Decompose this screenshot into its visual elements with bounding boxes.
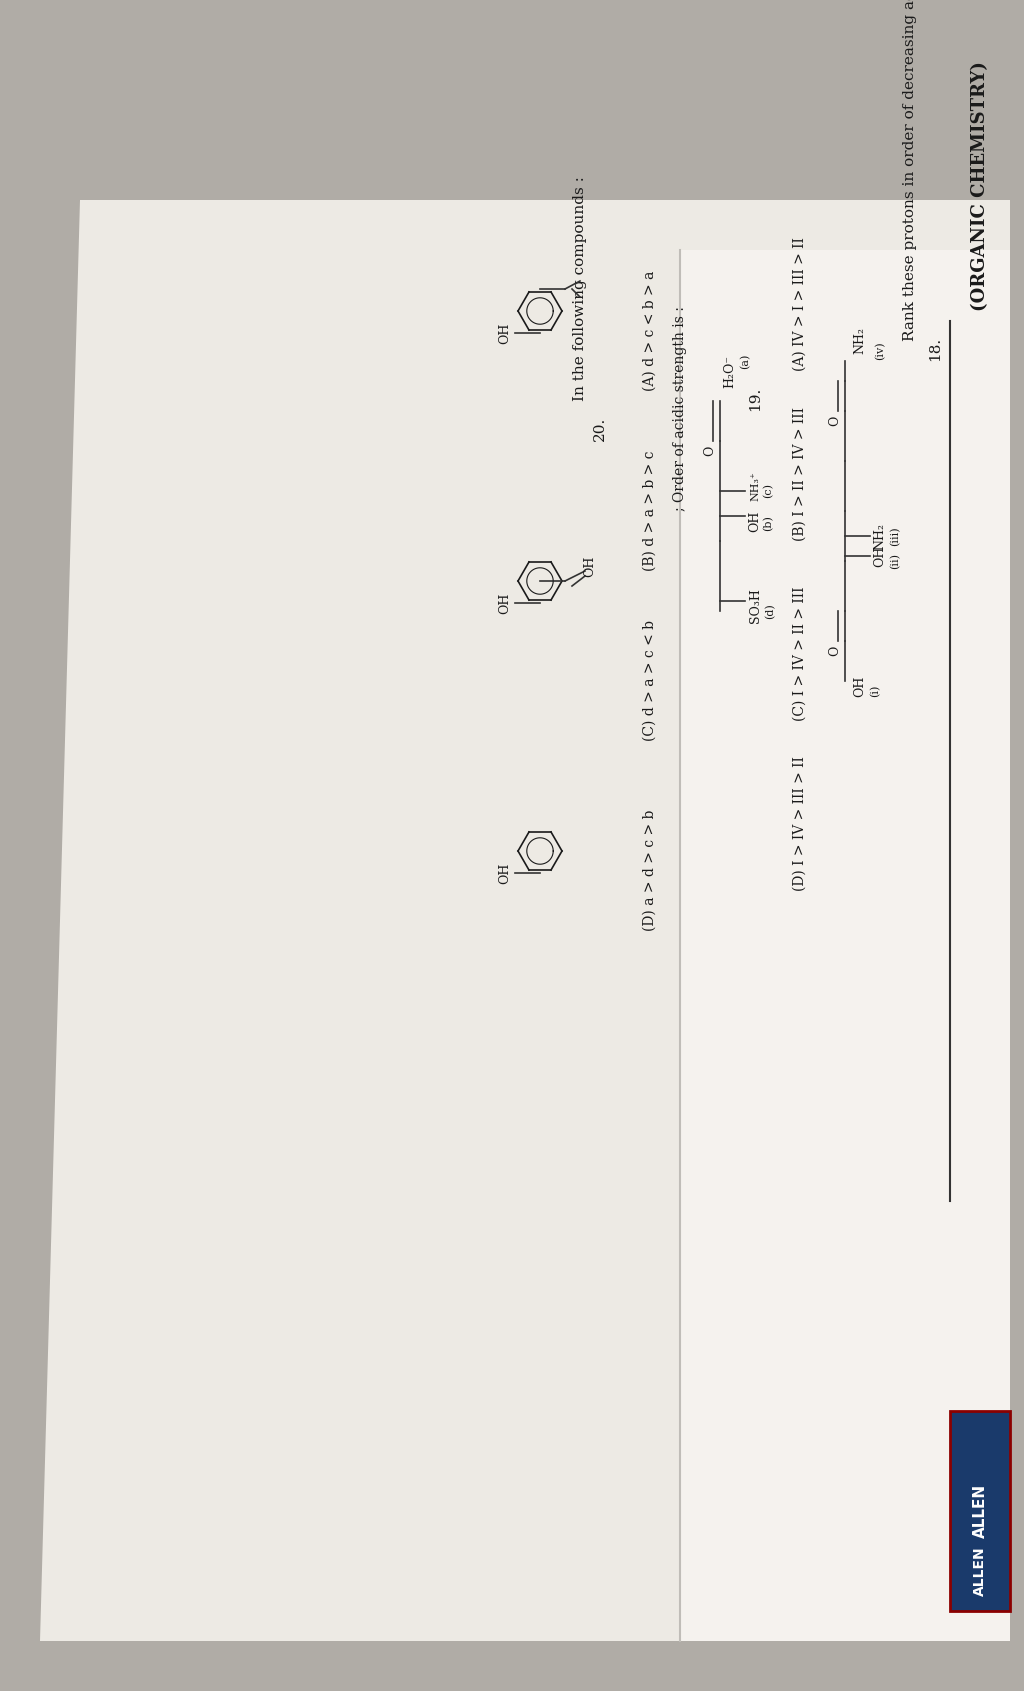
Text: 18.: 18.	[928, 337, 942, 360]
Text: Rank these protons in order of decreasing acidity :: Rank these protons in order of decreasin…	[903, 0, 918, 342]
Text: ALLEN: ALLEN	[973, 1485, 987, 1539]
Text: (ORGANIC CHEMISTRY): (ORGANIC CHEMISTRY)	[971, 61, 989, 311]
Text: (A) d > c < b > a: (A) d > c < b > a	[643, 271, 657, 391]
Text: OH: OH	[584, 555, 597, 577]
Polygon shape	[40, 200, 1010, 1640]
Text: OH: OH	[873, 545, 887, 566]
Text: (C) d > a > c < b: (C) d > a > c < b	[643, 621, 657, 741]
Text: (d): (d)	[765, 604, 775, 619]
Text: OH: OH	[499, 862, 512, 884]
Text: (b): (b)	[763, 516, 773, 531]
Text: (D) I > IV > III > II: (D) I > IV > III > II	[793, 756, 807, 891]
Polygon shape	[680, 250, 1010, 1640]
Text: NH₃⁺: NH₃⁺	[750, 472, 760, 501]
Text: (a): (a)	[740, 353, 751, 369]
Text: (ii): (ii)	[890, 553, 900, 568]
FancyBboxPatch shape	[950, 1410, 1010, 1612]
Text: O: O	[828, 416, 842, 426]
Text: ALLEN: ALLEN	[973, 1546, 987, 1596]
Text: OH: OH	[499, 592, 512, 614]
Text: OH: OH	[499, 323, 512, 343]
Text: (i): (i)	[869, 685, 881, 697]
Text: NH₂: NH₂	[853, 328, 866, 355]
Text: In the following compounds :: In the following compounds :	[573, 176, 587, 401]
Text: H₂O⁻: H₂O⁻	[724, 355, 736, 387]
Text: 20.: 20.	[593, 416, 607, 441]
Text: SO₃H: SO₃H	[749, 588, 762, 624]
Text: 19.: 19.	[748, 387, 762, 411]
Text: O: O	[703, 446, 717, 457]
Text: (D) a > d > c > b: (D) a > d > c > b	[643, 810, 657, 932]
Text: (B) I > II > IV > III: (B) I > II > IV > III	[793, 408, 807, 541]
Text: (A) IV > I > III > II: (A) IV > I > III > II	[793, 237, 807, 370]
Text: NH₂: NH₂	[873, 523, 887, 550]
Text: O: O	[828, 646, 842, 656]
Text: (iii): (iii)	[890, 526, 900, 546]
Text: (iv): (iv)	[874, 342, 885, 360]
Text: (C) I > IV > II > III: (C) I > IV > II > III	[793, 587, 807, 720]
Text: (c): (c)	[763, 484, 773, 499]
Text: ; Order of acidic strength is :: ; Order of acidic strength is :	[673, 306, 687, 511]
Text: (B) d > a > b > c: (B) d > a > b > c	[643, 450, 657, 572]
Text: OH: OH	[749, 511, 762, 531]
Text: OH: OH	[853, 675, 866, 697]
